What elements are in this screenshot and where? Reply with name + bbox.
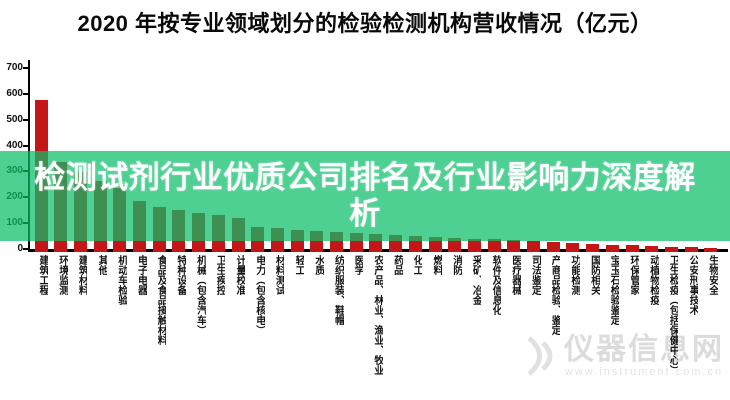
bar xyxy=(487,239,501,252)
x-axis-label: 化工 xyxy=(411,255,423,275)
chart-title: 2020 年按专业领域划分的检验检测机构营收情况（亿元） xyxy=(77,11,653,36)
x-axis-label: 纺织服装、鞋帽 xyxy=(332,255,344,325)
y-axis-tick xyxy=(23,144,28,147)
x-axis-label: 建筑工程 xyxy=(37,255,48,295)
x-axis-label: 燃料 xyxy=(431,255,442,275)
y-axis-label: 0 xyxy=(17,243,23,254)
x-axis-label: 其他 xyxy=(96,255,108,275)
headline-line-1: 检测试剂行业优质公司排名及行业影响力深度解 xyxy=(34,160,696,195)
bar xyxy=(527,240,540,252)
x-axis-label: 采矿、冶金 xyxy=(470,255,482,305)
x-axis-label: 水质 xyxy=(312,255,324,275)
x-axis-label: 司法鉴定 xyxy=(529,255,541,295)
y-axis-tick xyxy=(23,92,28,95)
watermark: 仪器信息网 www.instrument.com.cn xyxy=(524,334,724,383)
x-axis-label: 电子电器 xyxy=(135,255,147,295)
x-axis-label: 产商品检验、鉴定 xyxy=(549,255,561,335)
x-axis-label: 机械（包含汽车） xyxy=(194,255,206,335)
x-axis-label: 环境监测 xyxy=(56,255,68,295)
y-axis-label: 500 xyxy=(6,113,23,125)
x-axis-label: 计量校准 xyxy=(234,255,245,295)
bar xyxy=(645,246,659,252)
gem-logo-icon xyxy=(524,334,558,383)
bar xyxy=(704,247,718,252)
x-axis-label: 机动车检验 xyxy=(115,255,127,305)
y-axis-label: 600 xyxy=(6,87,23,99)
x-axis-label: 材料测试 xyxy=(273,255,285,295)
x-axis-label: 软件及信息化 xyxy=(490,255,502,315)
x-axis-label: 医学 xyxy=(352,255,364,275)
x-axis-label: 药品 xyxy=(391,255,403,275)
y-axis-tick xyxy=(23,67,28,69)
bar xyxy=(605,244,619,252)
x-axis-label: 医疗器械 xyxy=(509,255,521,295)
x-axis-label: 卫生疾控 xyxy=(214,255,226,295)
headline-banner: 检测试剂行业优质公司排名及行业影响力深度解 析 xyxy=(0,151,730,241)
y-axis-tick xyxy=(23,118,28,121)
x-axis-label: 特种设备 xyxy=(174,255,186,295)
x-axis-label: 农产品、林业、渔业、牧业 xyxy=(371,255,383,375)
x-axis-label: 生物安全 xyxy=(706,255,718,295)
x-axis-label: 卫生检疫（包括保健中心） xyxy=(667,255,679,375)
x-axis-label: 建筑材料 xyxy=(76,255,88,295)
x-axis-label: 宝玉石检验鉴定 xyxy=(608,255,620,325)
x-axis-label: 消防 xyxy=(450,255,462,275)
x-axis-label: 轻工 xyxy=(293,255,305,275)
watermark-url: www.instrument.com.cn xyxy=(564,366,724,378)
bar xyxy=(684,247,698,252)
bar xyxy=(566,242,580,252)
x-axis-label: 食品及食品接触材料 xyxy=(155,255,167,345)
y-axis-tick xyxy=(23,248,28,250)
bar xyxy=(507,240,521,252)
bar xyxy=(586,243,600,252)
x-axis-label: 国防相关 xyxy=(588,255,600,295)
x-axis-label: 动植物检疫 xyxy=(647,255,659,305)
x-axis-label: 功能检测 xyxy=(568,255,580,295)
x-axis-label: 环保管家 xyxy=(628,255,639,295)
y-axis-label: 400 xyxy=(6,139,23,151)
watermark-brand: 仪器信息网 xyxy=(564,333,724,366)
bar xyxy=(448,237,462,252)
bar xyxy=(546,241,560,252)
x-axis-label: 公安刑事技术 xyxy=(687,255,699,315)
headline-line-2: 析 xyxy=(349,196,381,231)
x-axis-label: 电力（包含核电） xyxy=(253,255,265,335)
y-axis-label: 700 xyxy=(6,62,23,73)
bar xyxy=(467,238,481,252)
bar xyxy=(625,245,639,252)
bar xyxy=(664,246,678,252)
